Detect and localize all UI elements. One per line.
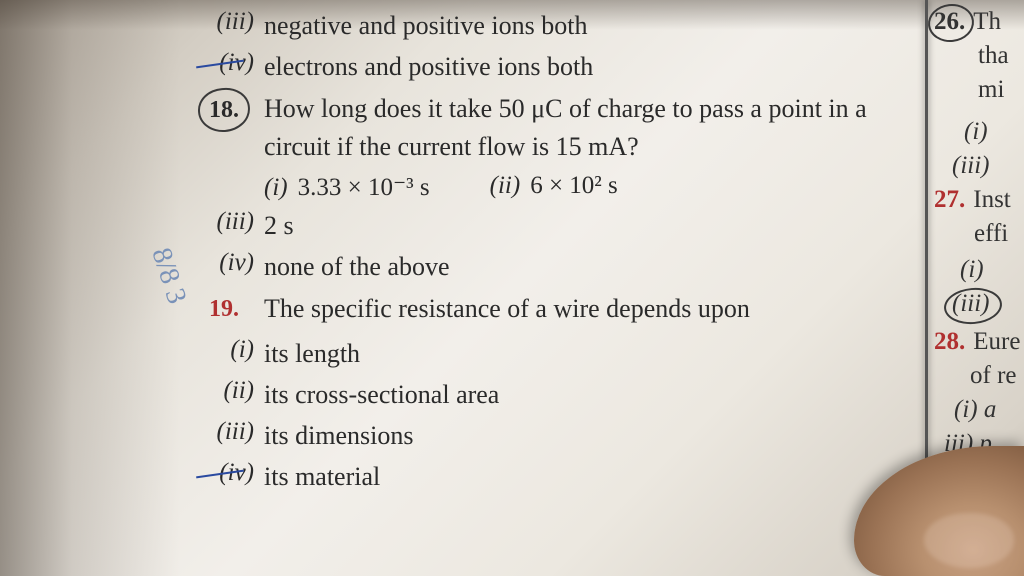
question-27: 27. Inst [934, 186, 1024, 214]
question-text: The specific resistance of a wire depend… [264, 290, 900, 328]
question-number-28: 28. [934, 328, 965, 356]
prev-option-iii: (iii) negative and positive ions both [200, 8, 900, 43]
option-label: (i) [264, 174, 288, 202]
option-text: 2 s [264, 208, 294, 243]
fragment: tha [978, 42, 1024, 70]
q18-options-row1: (i) 3.33 × 10⁻³ s (ii) 6 × 10² s [264, 172, 900, 202]
prev-option-iv: (iv) electrons and positive ions both [200, 49, 900, 84]
option-text: negative and positive ions both [264, 8, 588, 43]
option-label: (iii) [200, 208, 264, 236]
option-label: (iv) [200, 459, 264, 487]
option-text: none of the above [264, 249, 450, 284]
option-label: (iv) [200, 49, 264, 77]
option-label: (ii) [490, 172, 521, 200]
pencil-annotation: 8/8 3 [144, 244, 192, 308]
fragment: (i) [964, 118, 1024, 146]
fragment: (i) [960, 256, 1024, 284]
q19-option-ii: (ii) its cross-sectional area [200, 377, 900, 412]
fragment: (iii) [948, 290, 994, 318]
question-number-18: 18. [200, 90, 248, 130]
option-text: electrons and positive ions both [264, 49, 593, 84]
q18-option-iv: (iv) none of the above [200, 249, 900, 284]
question-28: 28. Eure [934, 328, 1024, 356]
question-number-19: 19. [200, 290, 248, 330]
page-shade-left [0, 0, 180, 576]
question-19: 19. The specific resistance of a wire de… [200, 290, 900, 330]
option-text: its length [264, 336, 360, 371]
right-column: 26. Th tha mi (i) (iii) 27. Inst effi (i… [934, 0, 1024, 464]
option-label: (iv) [200, 249, 264, 277]
q19-option-iii: (iii) its dimensions [200, 418, 900, 453]
q18-option-ii: (ii) 6 × 10² s [490, 172, 618, 202]
option-text: its cross-sectional area [264, 377, 499, 412]
fragment: Inst [973, 186, 1011, 214]
fragment: Eure [973, 328, 1020, 356]
left-column: (iii) negative and positive ions both (i… [200, 0, 900, 500]
option-text: 6 × 10² s [530, 172, 618, 200]
fragment: effi [974, 220, 1024, 248]
question-number-27: 27. [934, 186, 965, 214]
q18-option-i: (i) 3.33 × 10⁻³ s [264, 172, 430, 202]
option-text: its material [264, 459, 380, 494]
option-text: 3.33 × 10⁻³ s [298, 172, 430, 202]
question-26: 26. Th [934, 8, 1024, 36]
option-label: (iii) [200, 418, 264, 446]
question-text: How long does it take 50 μC of charge to… [264, 90, 900, 165]
question-18: 18. How long does it take 50 μC of charg… [200, 90, 900, 165]
option-label: (iii) [200, 8, 264, 36]
option-text: its dimensions [264, 418, 414, 453]
fragment: mi [978, 76, 1024, 104]
q19-option-i: (i) its length [200, 336, 900, 371]
option-label: (ii) [200, 377, 264, 405]
fragment: (iii) [952, 152, 1024, 180]
fragment: of re [970, 362, 1024, 390]
option-label: (i) [200, 336, 264, 364]
q18-option-iii: (iii) 2 s [200, 208, 900, 243]
fragment: (i) a [954, 396, 1024, 424]
fragment: Th [973, 8, 1001, 36]
question-number-26: 26. [934, 8, 965, 36]
q19-option-iv: (iv) its material [200, 459, 900, 494]
